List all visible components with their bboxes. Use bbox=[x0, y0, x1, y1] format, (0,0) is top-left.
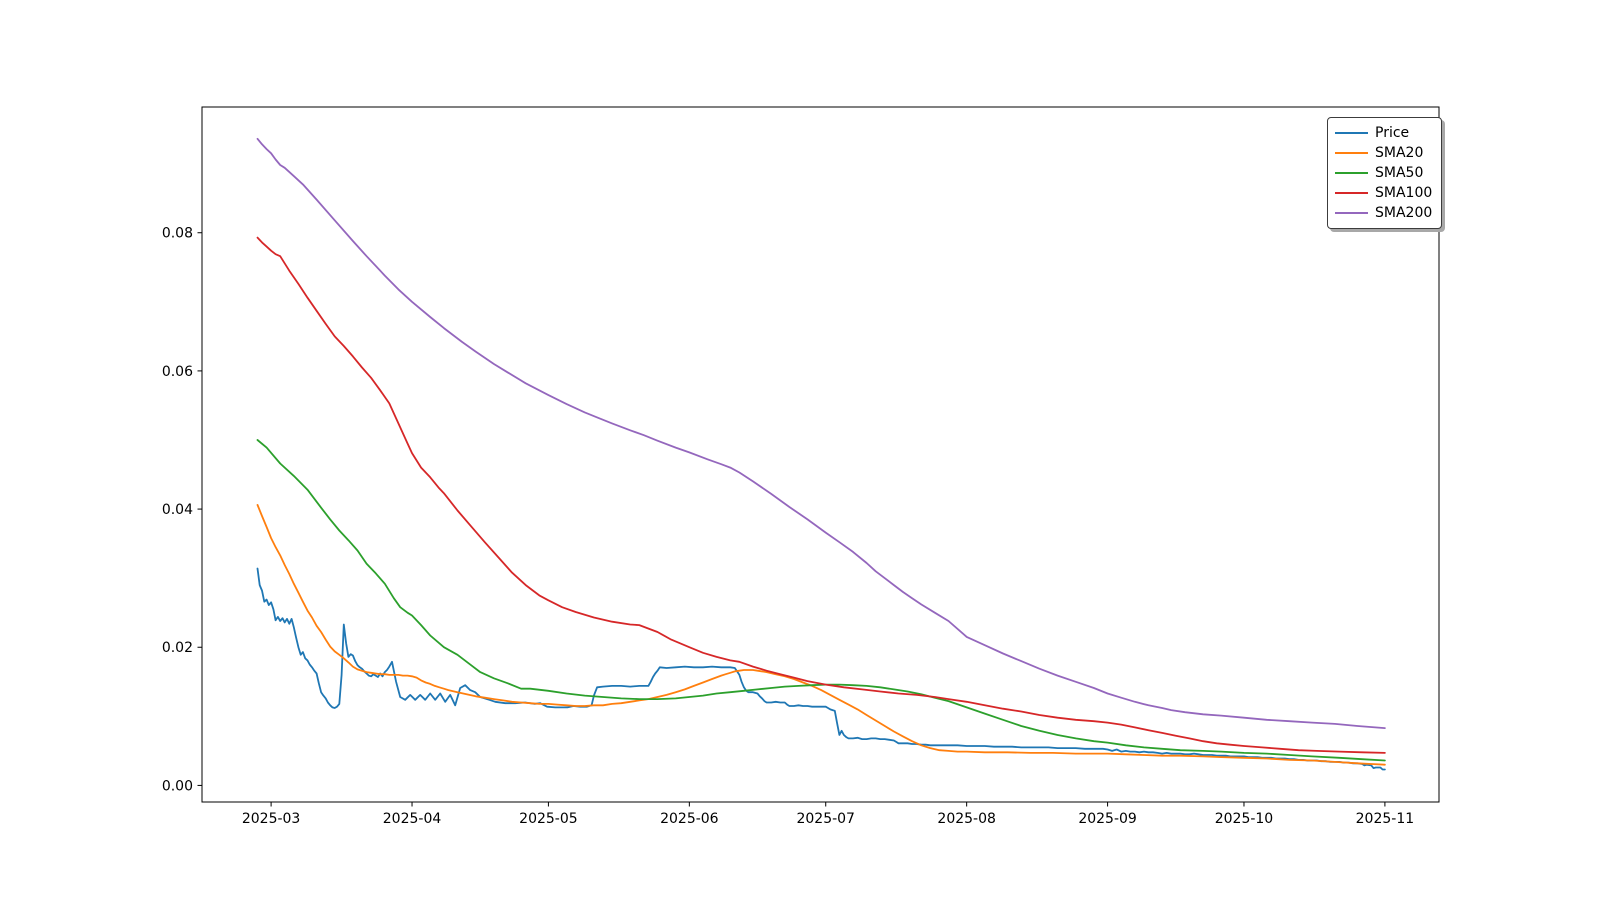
plot-frame bbox=[201, 106, 1440, 803]
legend-label: SMA100 bbox=[1375, 185, 1433, 201]
legend-line-swatch bbox=[1335, 212, 1368, 214]
legend-line-swatch bbox=[1335, 172, 1368, 174]
legend-line-swatch bbox=[1335, 192, 1368, 194]
x-tick-label: 2025-07 bbox=[796, 811, 855, 827]
series-line-sma200 bbox=[256, 137, 1386, 729]
legend-label: SMA50 bbox=[1375, 165, 1424, 181]
legend-label: SMA200 bbox=[1375, 205, 1433, 221]
x-tick-label: 2025-09 bbox=[1078, 811, 1137, 827]
legend-entry-sma100: SMA100 bbox=[1335, 183, 1432, 203]
legend-entry-sma20: SMA20 bbox=[1335, 143, 1432, 163]
y-tick-label: 0.04 bbox=[162, 502, 193, 518]
y-tick-label: 0.00 bbox=[162, 778, 193, 794]
x-tick-label: 2025-04 bbox=[383, 811, 442, 827]
legend-entry-price: Price bbox=[1335, 123, 1432, 143]
y-tick-label: 0.08 bbox=[162, 226, 193, 242]
series-line-sma20 bbox=[256, 503, 1386, 766]
legend-entry-sma200: SMA200 bbox=[1335, 203, 1432, 223]
legend-entry-sma50: SMA50 bbox=[1335, 163, 1432, 183]
x-tick-label: 2025-05 bbox=[519, 811, 578, 827]
y-tick-label: 0.02 bbox=[162, 640, 193, 656]
y-tick-label: 0.06 bbox=[162, 364, 193, 380]
series-line-price bbox=[256, 567, 1386, 771]
x-tick-label: 2025-10 bbox=[1215, 811, 1274, 827]
legend-line-swatch bbox=[1335, 152, 1368, 154]
x-tick-label: 2025-08 bbox=[937, 811, 996, 827]
legend-line-swatch bbox=[1335, 132, 1368, 134]
legend: Price SMA20 SMA50 SMA100 SMA200 bbox=[1327, 117, 1443, 229]
legend-label: SMA20 bbox=[1375, 145, 1424, 161]
legend-label: Price bbox=[1375, 125, 1410, 141]
x-tick-label: 2025-06 bbox=[660, 811, 719, 827]
x-tick-label: 2025-03 bbox=[242, 811, 301, 827]
x-tick-label: 2025-11 bbox=[1356, 811, 1415, 827]
series-line-sma50 bbox=[256, 439, 1386, 762]
series-line-sma100 bbox=[256, 236, 1386, 754]
